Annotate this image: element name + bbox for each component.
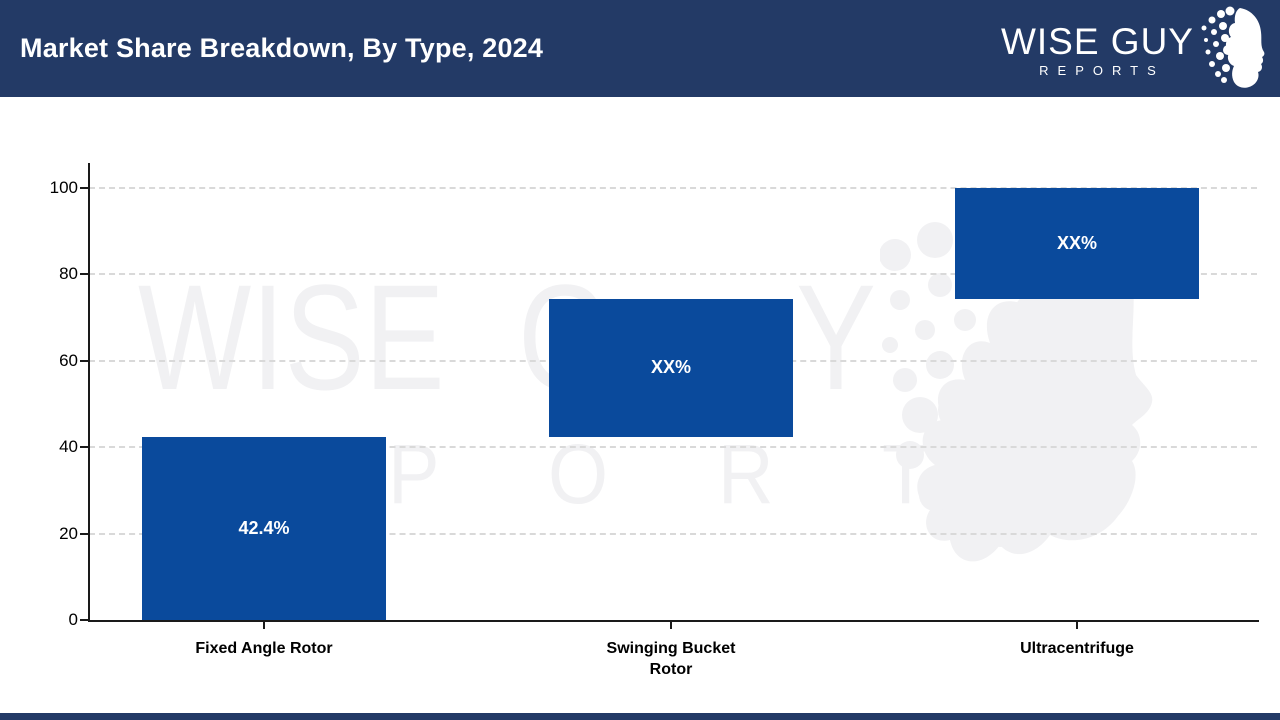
y-tick-mark (80, 273, 88, 276)
bars-layer: 42.4% XX% XX% (0, 97, 1280, 713)
wiseguy-logo-text: WISE GUY REPORTS (1001, 23, 1194, 78)
bar-value-label: XX% (1056, 233, 1098, 253)
page-title: Market Share Breakdown, By Type, 2024 (20, 33, 544, 63)
waterfall-chart: WISE G Y P O R T S 42.4% XX% XX% 0 20 40 60 80… (0, 97, 1280, 713)
watermark-face-icon (880, 215, 1153, 562)
x-tick-mark (1076, 622, 1078, 629)
x-tick-mark (670, 622, 672, 629)
y-tick-label: 60 (59, 350, 78, 370)
watermark-word-wise: WISE (138, 253, 445, 421)
x-tick-mark (263, 622, 265, 629)
y-axis-line (88, 163, 90, 622)
y-tick-mark (80, 532, 88, 535)
bar-segment: XX% (955, 188, 1199, 300)
y-tick-mark (80, 446, 88, 449)
bar-value-label: 42.4% (238, 517, 290, 538)
wiseguy-face-icon (1201, 6, 1265, 88)
y-tick-label: 20 (59, 523, 78, 543)
x-category-label: Ultracentrifuge (1020, 640, 1134, 657)
x-category-label: Fixed Angle Rotor (195, 640, 333, 657)
axis-layer: 0 20 40 60 80 100 Fixed Angle Rotor Swinging Bu… (0, 97, 1280, 713)
grid-line (89, 187, 1257, 189)
grid-line (89, 273, 1257, 276)
header-bar: Market Share Breakdown, By Type, 2024 WI… (0, 0, 1280, 97)
logo-subtitle: REPORTS (1039, 63, 1165, 78)
grid-line (89, 532, 1257, 535)
bar-segment: 42.4% (142, 436, 386, 620)
y-tick-label: 40 (59, 437, 78, 457)
x-axis-line (88, 620, 1259, 622)
y-tick-label: 100 (49, 178, 78, 197)
watermark-layer: WISE G Y P O R T S (0, 97, 1280, 713)
x-category-label: Swinging Bucket Rotor (606, 640, 736, 678)
grid-line (89, 446, 1257, 449)
y-tick-mark (80, 187, 88, 189)
y-tick-label: 0 (68, 610, 78, 629)
y-tick-mark (80, 619, 88, 621)
bar-value-label: XX% (650, 357, 692, 378)
wiseguy-logo: WISE GUY REPORTS (1001, 4, 1266, 94)
footer-bar (0, 713, 1280, 720)
watermark-word-y: Y (796, 253, 877, 421)
y-tick-label: 80 (59, 264, 78, 284)
y-tick-mark (80, 359, 88, 362)
logo-wordmark: WISE GUY (1000, 21, 1194, 62)
bar-segment: XX% (549, 299, 793, 437)
